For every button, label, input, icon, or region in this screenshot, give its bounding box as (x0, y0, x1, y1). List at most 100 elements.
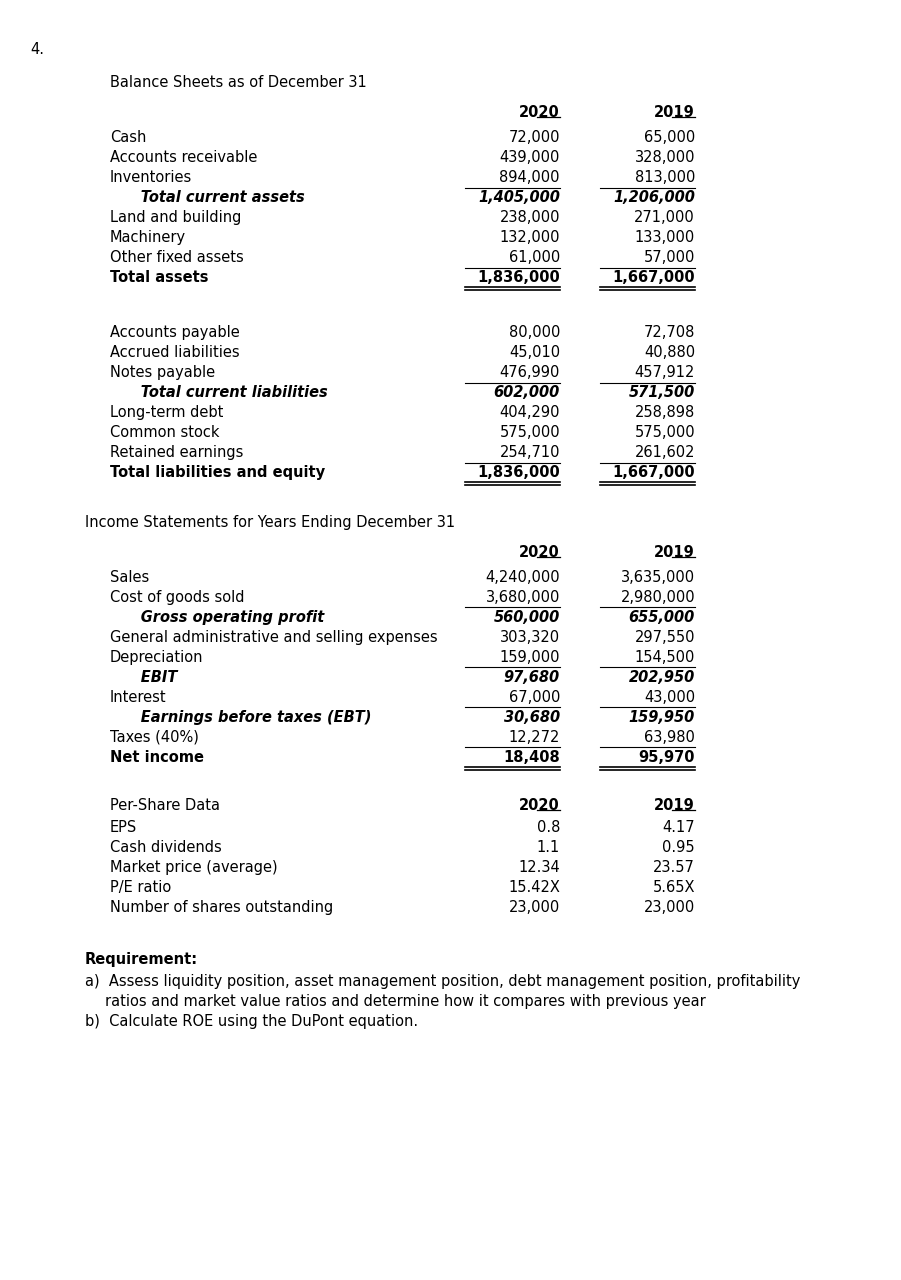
Text: 303,320: 303,320 (500, 630, 560, 645)
Text: Other fixed assets: Other fixed assets (110, 250, 244, 265)
Text: 602,000: 602,000 (494, 385, 560, 399)
Text: 15.42X: 15.42X (508, 881, 560, 895)
Text: Total current liabilities: Total current liabilities (110, 385, 328, 399)
Text: 3,635,000: 3,635,000 (621, 570, 695, 585)
Text: 97,680: 97,680 (504, 669, 560, 685)
Text: Accounts receivable: Accounts receivable (110, 150, 258, 165)
Text: 4.17: 4.17 (662, 820, 695, 835)
Text: Requirement:: Requirement: (85, 952, 198, 966)
Text: 297,550: 297,550 (634, 630, 695, 645)
Text: Number of shares outstanding: Number of shares outstanding (110, 900, 333, 915)
Text: 154,500: 154,500 (634, 650, 695, 666)
Text: 1,667,000: 1,667,000 (613, 270, 695, 285)
Text: 45,010: 45,010 (509, 346, 560, 360)
Text: 133,000: 133,000 (634, 230, 695, 244)
Text: 159,000: 159,000 (499, 650, 560, 666)
Text: 476,990: 476,990 (500, 365, 560, 380)
Text: 1,836,000: 1,836,000 (478, 270, 560, 285)
Text: 1,405,000: 1,405,000 (478, 189, 560, 205)
Text: Machinery: Machinery (110, 230, 187, 244)
Text: 2019: 2019 (654, 797, 695, 813)
Text: a)  Assess liquidity position, asset management position, debt management positi: a) Assess liquidity position, asset mana… (85, 974, 800, 989)
Text: 571,500: 571,500 (629, 385, 695, 399)
Text: 1.1: 1.1 (537, 840, 560, 855)
Text: 159,950: 159,950 (629, 710, 695, 724)
Text: 65,000: 65,000 (643, 131, 695, 145)
Text: 5.65X: 5.65X (652, 881, 695, 895)
Text: Accrued liabilities: Accrued liabilities (110, 346, 240, 360)
Text: 258,898: 258,898 (634, 404, 695, 420)
Text: Long-term debt: Long-term debt (110, 404, 223, 420)
Text: Per-Share Data: Per-Share Data (110, 797, 220, 813)
Text: Net income: Net income (110, 750, 204, 765)
Text: Gross operating profit: Gross operating profit (110, 611, 324, 625)
Text: 894,000: 894,000 (499, 170, 560, 186)
Text: Income Statements for Years Ending December 31: Income Statements for Years Ending Decem… (85, 515, 455, 530)
Text: 575,000: 575,000 (634, 425, 695, 440)
Text: 12.34: 12.34 (518, 860, 560, 876)
Text: 2,980,000: 2,980,000 (621, 590, 695, 605)
Text: 23,000: 23,000 (509, 900, 560, 915)
Text: 18,408: 18,408 (504, 750, 560, 765)
Text: 4.: 4. (30, 42, 44, 58)
Text: Retained earnings: Retained earnings (110, 445, 243, 460)
Text: Sales: Sales (110, 570, 150, 585)
Text: 23,000: 23,000 (643, 900, 695, 915)
Text: 30,680: 30,680 (504, 710, 560, 724)
Text: 2019: 2019 (654, 105, 695, 120)
Text: Inventories: Inventories (110, 170, 192, 186)
Text: 439,000: 439,000 (500, 150, 560, 165)
Text: 0.95: 0.95 (662, 840, 695, 855)
Text: Accounts payable: Accounts payable (110, 325, 240, 340)
Text: Earnings before taxes (EBT): Earnings before taxes (EBT) (110, 710, 371, 724)
Text: b)  Calculate ROE using the DuPont equation.: b) Calculate ROE using the DuPont equati… (85, 1014, 418, 1029)
Text: Taxes (40%): Taxes (40%) (110, 730, 199, 745)
Text: 67,000: 67,000 (509, 690, 560, 705)
Text: 3,680,000: 3,680,000 (486, 590, 560, 605)
Text: Interest: Interest (110, 690, 167, 705)
Text: Cash dividends: Cash dividends (110, 840, 222, 855)
Text: 72,000: 72,000 (508, 131, 560, 145)
Text: 1,206,000: 1,206,000 (613, 189, 695, 205)
Text: 95,970: 95,970 (639, 750, 695, 765)
Text: 1,836,000: 1,836,000 (478, 465, 560, 480)
Text: Total assets: Total assets (110, 270, 208, 285)
Text: 457,912: 457,912 (634, 365, 695, 380)
Text: EBIT: EBIT (110, 669, 177, 685)
Text: Balance Sheets as of December 31: Balance Sheets as of December 31 (110, 76, 367, 90)
Text: Cost of goods sold: Cost of goods sold (110, 590, 244, 605)
Text: Total liabilities and equity: Total liabilities and equity (110, 465, 325, 480)
Text: 1,667,000: 1,667,000 (613, 465, 695, 480)
Text: 40,880: 40,880 (644, 346, 695, 360)
Text: 254,710: 254,710 (499, 445, 560, 460)
Text: 2020: 2020 (519, 105, 560, 120)
Text: 63,980: 63,980 (644, 730, 695, 745)
Text: Cash: Cash (110, 131, 146, 145)
Text: 560,000: 560,000 (494, 611, 560, 625)
Text: 655,000: 655,000 (629, 611, 695, 625)
Text: 0.8: 0.8 (537, 820, 560, 835)
Text: Land and building: Land and building (110, 210, 241, 225)
Text: 57,000: 57,000 (643, 250, 695, 265)
Text: P/E ratio: P/E ratio (110, 881, 171, 895)
Text: 80,000: 80,000 (509, 325, 560, 340)
Text: General administrative and selling expenses: General administrative and selling expen… (110, 630, 438, 645)
Text: 43,000: 43,000 (644, 690, 695, 705)
Text: 202,950: 202,950 (629, 669, 695, 685)
Text: Market price (average): Market price (average) (110, 860, 278, 876)
Text: 2020: 2020 (519, 797, 560, 813)
Text: 2020: 2020 (519, 545, 560, 561)
Text: Notes payable: Notes payable (110, 365, 215, 380)
Text: 813,000: 813,000 (634, 170, 695, 186)
Text: 328,000: 328,000 (634, 150, 695, 165)
Text: Common stock: Common stock (110, 425, 220, 440)
Text: ratios and market value ratios and determine how it compares with previous year: ratios and market value ratios and deter… (105, 995, 705, 1009)
Text: 2019: 2019 (654, 545, 695, 561)
Text: 132,000: 132,000 (499, 230, 560, 244)
Text: 271,000: 271,000 (634, 210, 695, 225)
Text: 23.57: 23.57 (653, 860, 695, 876)
Text: 4,240,000: 4,240,000 (486, 570, 560, 585)
Text: 72,708: 72,708 (643, 325, 695, 340)
Text: 238,000: 238,000 (499, 210, 560, 225)
Text: Depreciation: Depreciation (110, 650, 204, 666)
